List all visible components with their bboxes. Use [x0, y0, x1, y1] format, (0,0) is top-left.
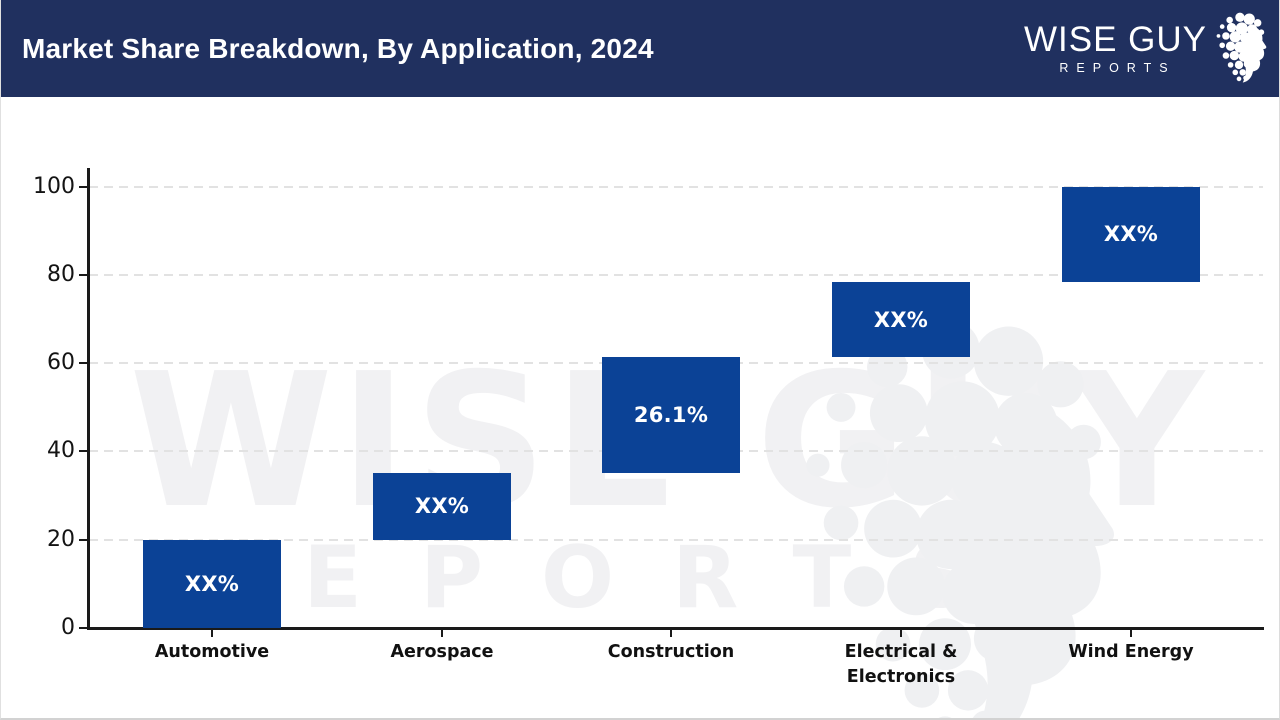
bar-value-label-electrical-electronics: XX% [873, 307, 929, 332]
x-tick-mark-electrical-electronics [900, 629, 902, 637]
x-category-label-line: Automotive [154, 642, 270, 662]
x-category-label-wind-energy: Wind Energy [1014, 640, 1248, 665]
wiseguy-head-icon [1216, 12, 1267, 83]
x-category-label-electrical-electronics: Electrical & Electronics [784, 640, 1018, 690]
bar-electrical-electronics: XX% [832, 281, 970, 358]
x-tick-mark-wind-energy [1130, 629, 1132, 637]
y-axis-line [87, 168, 90, 629]
bar-value-label-aerospace: XX% [414, 494, 470, 519]
y-tick-label-0: 0 [61, 615, 75, 640]
y-tick-label-80: 80 [47, 261, 75, 287]
wiseguy-logo: WISE GUY REPORTS [1024, 11, 1267, 87]
x-tick-mark-aerospace [441, 629, 443, 637]
bar-value-label-wind-energy: XX% [1103, 222, 1159, 247]
x-axis-line [87, 627, 1264, 630]
x-category-label-line: Aerospace [390, 642, 494, 662]
logo-wordmark: WISE GUY [1023, 20, 1207, 60]
x-category-label-line: Wind Energy [1068, 642, 1194, 662]
x-category-label-line: Electrical & [844, 642, 958, 662]
x-category-label-construction: Construction [554, 640, 788, 665]
y-tick-mark-60 [79, 362, 88, 365]
wiseguy-logo-text: WISE GUY REPORTS [1024, 22, 1207, 75]
x-category-label-automotive: Automotive [95, 640, 329, 665]
header: Market Share Breakdown, By Application, … [1, 0, 1279, 97]
bar-value-label-automotive: XX% [184, 571, 240, 596]
y-tick-mark-80 [79, 273, 88, 276]
x-tick-mark-automotive [211, 629, 213, 637]
x-category-label-aerospace: Aerospace [325, 640, 559, 665]
y-tick-mark-100 [79, 185, 88, 188]
gridline-80 [89, 273, 1263, 276]
x-tick-mark-construction [670, 629, 672, 637]
bar-aerospace: XX% [373, 472, 511, 540]
logo-subtitle: REPORTS [1059, 61, 1176, 76]
page-title: Market Share Breakdown, By Application, … [22, 32, 654, 64]
watermark-subtitle: REPORTS [179, 528, 1030, 628]
y-tick-label-100: 100 [33, 173, 75, 199]
y-tick-mark-40 [79, 450, 88, 453]
bar-value-label-construction: 26.1% [633, 402, 709, 427]
gridline-100 [89, 185, 1263, 188]
y-tick-label-40: 40 [47, 438, 75, 464]
bar-automotive: XX% [143, 539, 281, 628]
bar-construction: 26.1% [602, 357, 740, 473]
y-tick-label-20: 20 [47, 526, 75, 552]
gridline-20 [89, 538, 1263, 541]
y-tick-mark-20 [79, 538, 88, 541]
bar-wind-energy: XX% [1062, 186, 1200, 282]
y-tick-mark-0 [79, 627, 88, 629]
y-tick-label-60: 60 [47, 350, 75, 376]
x-category-label-line: Construction [607, 642, 735, 662]
x-category-label-line: Electronics [846, 667, 956, 687]
